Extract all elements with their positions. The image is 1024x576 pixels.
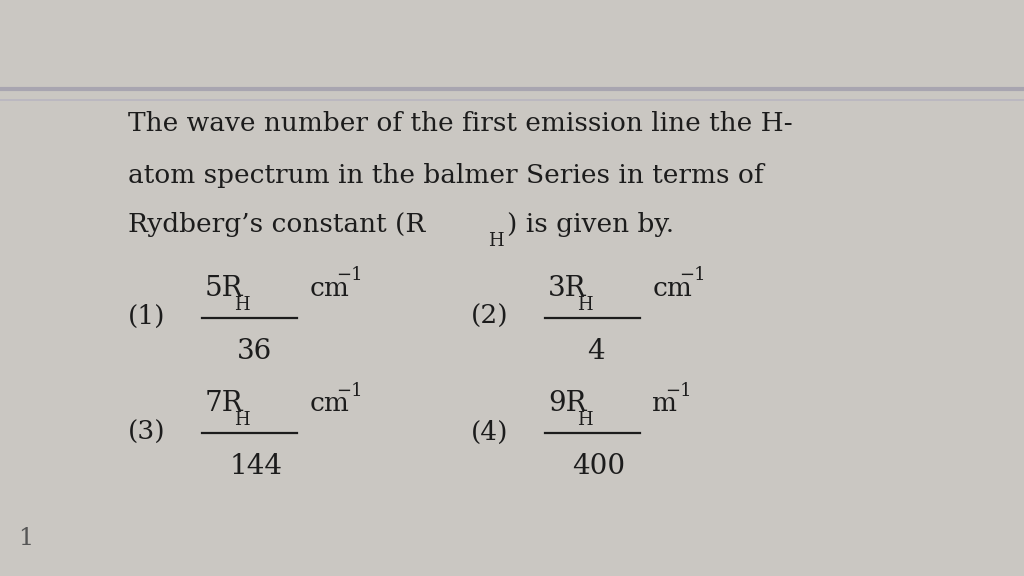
Text: H: H	[488, 232, 504, 250]
Text: Rydberg’s constant (R: Rydberg’s constant (R	[128, 212, 425, 237]
Text: ) is given by.: ) is given by.	[507, 212, 674, 237]
Text: H: H	[234, 296, 250, 314]
Text: cm: cm	[309, 391, 349, 416]
Text: (2): (2)	[471, 304, 509, 329]
Text: cm: cm	[309, 275, 349, 301]
Text: H: H	[578, 411, 593, 430]
Text: 5R: 5R	[205, 275, 244, 301]
Text: cm: cm	[652, 275, 692, 301]
Text: 400: 400	[572, 453, 626, 480]
Text: m: m	[652, 391, 677, 416]
Text: −1: −1	[336, 381, 362, 400]
Text: The wave number of the first emission line the H-: The wave number of the first emission li…	[128, 111, 793, 137]
Text: H: H	[578, 296, 593, 314]
Text: −1: −1	[336, 266, 362, 285]
Text: −1: −1	[666, 381, 692, 400]
Text: (1): (1)	[128, 304, 166, 329]
Text: 1: 1	[18, 527, 34, 550]
Text: 7R: 7R	[205, 390, 244, 416]
Text: H: H	[234, 411, 250, 430]
Text: atom spectrum in the balmer Series in terms of: atom spectrum in the balmer Series in te…	[128, 163, 764, 188]
Text: 9R: 9R	[548, 390, 587, 416]
Text: 3R: 3R	[548, 275, 587, 301]
Text: (4): (4)	[471, 419, 509, 445]
Text: −1: −1	[679, 266, 706, 285]
Text: 36: 36	[237, 338, 271, 365]
Text: (3): (3)	[128, 419, 166, 445]
Text: 4: 4	[587, 338, 604, 365]
Text: 144: 144	[229, 453, 283, 480]
